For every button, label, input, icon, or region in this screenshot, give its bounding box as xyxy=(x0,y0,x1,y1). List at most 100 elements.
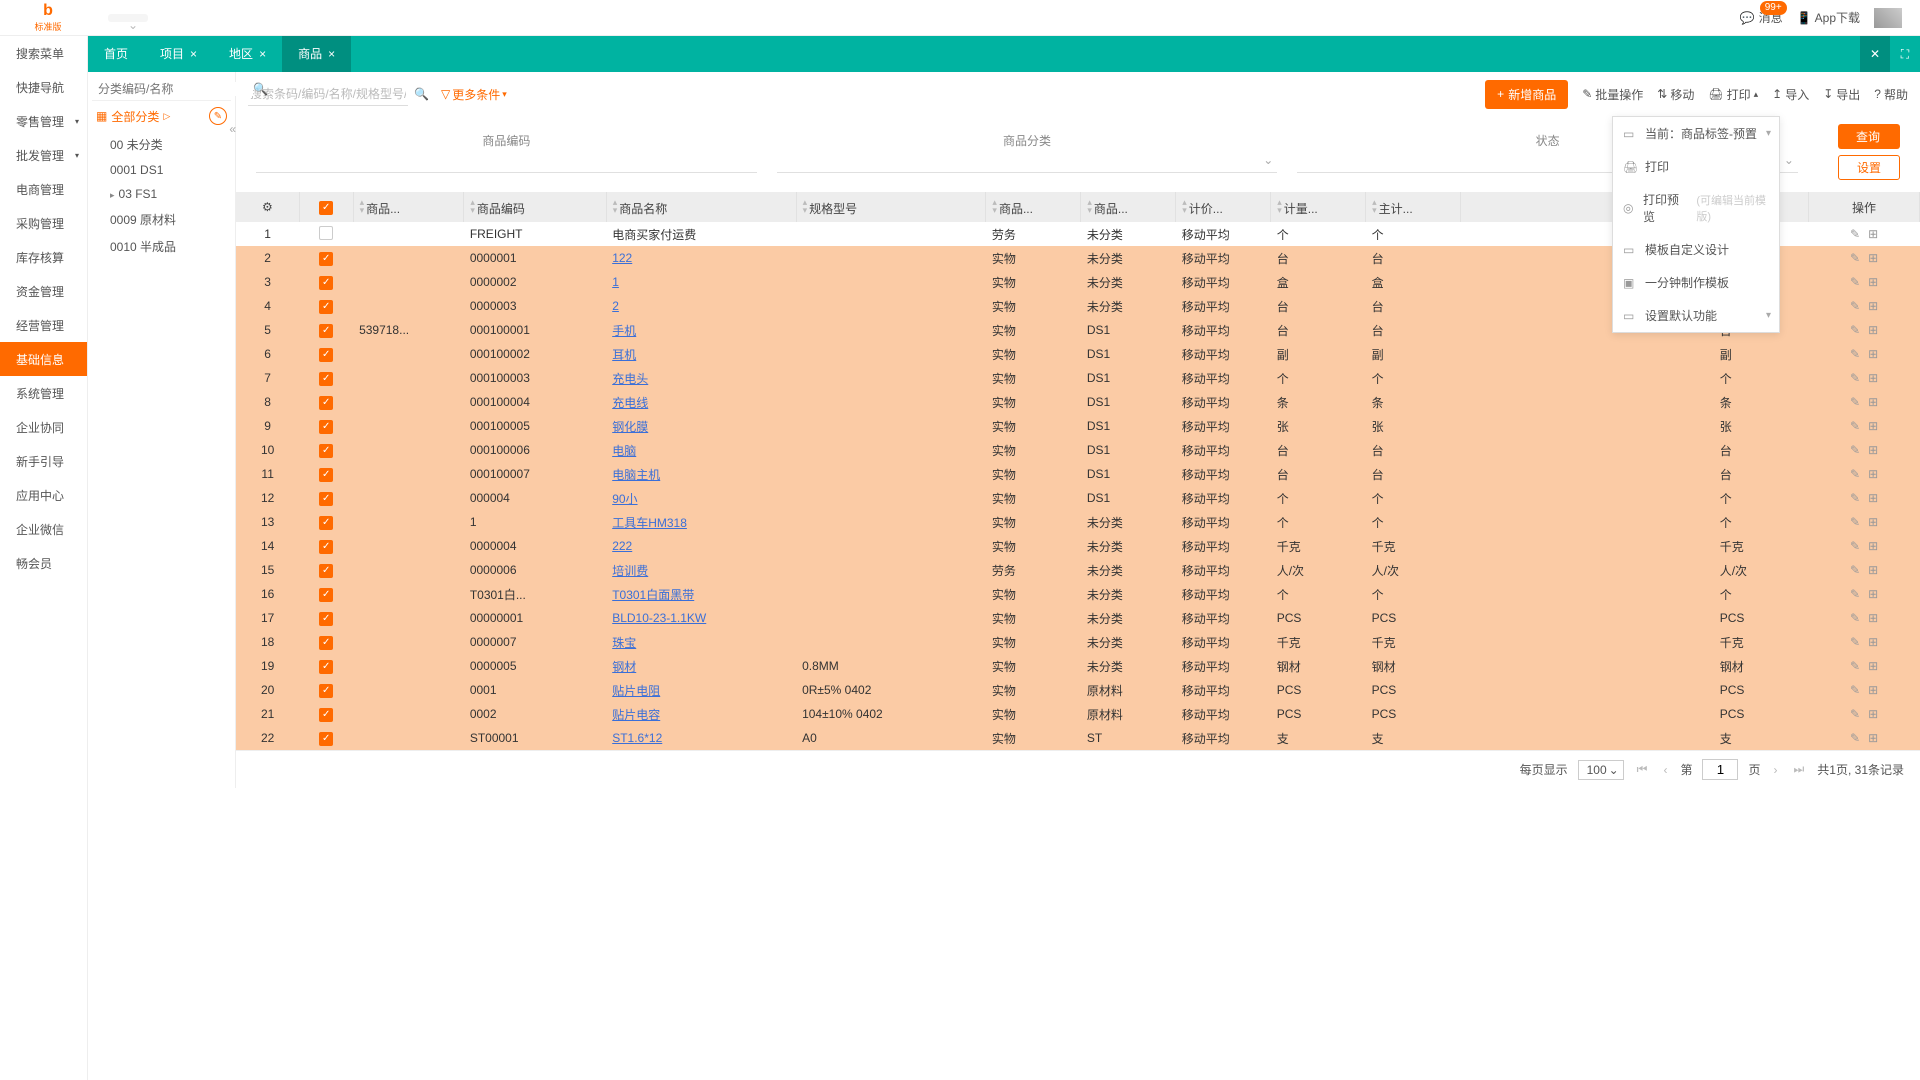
more-row-icon[interactable]: ⊞ xyxy=(1868,515,1878,529)
table-row[interactable]: 10✓000100006电脑实物DS1移动平均台台台✎⊞ xyxy=(236,438,1920,462)
edit-row-icon[interactable]: ✎ xyxy=(1850,659,1860,673)
close-icon[interactable]: × xyxy=(259,36,266,72)
more-filters-link[interactable]: ▽ 更多条件 ▾ xyxy=(441,86,507,103)
tab[interactable]: 商品× xyxy=(282,36,351,72)
more-row-icon[interactable]: ⊞ xyxy=(1868,563,1878,577)
product-name-link[interactable]: 珠宝 xyxy=(612,636,636,650)
row-checkbox[interactable]: ✓ xyxy=(319,636,333,650)
product-name-link[interactable]: 钢材 xyxy=(612,660,636,674)
row-checkbox[interactable]: ✓ xyxy=(319,684,333,698)
print-button[interactable]: 🖨打印▴ xyxy=(1708,86,1758,103)
category-item[interactable]: 0010 半成品 xyxy=(92,233,231,260)
edit-row-icon[interactable]: ✎ xyxy=(1850,491,1860,505)
column-header[interactable]: ▴▾商品... xyxy=(986,192,1081,222)
product-name-link[interactable]: 90小 xyxy=(612,492,637,506)
print-set-default[interactable]: ▭设置默认功能▾ xyxy=(1613,299,1779,332)
row-checkbox[interactable]: ✓ xyxy=(319,252,333,266)
tab[interactable]: 地区× xyxy=(213,36,282,72)
column-header[interactable]: ▴▾商品编码 xyxy=(464,192,606,222)
table-row[interactable]: 13✓1工具车HM318实物未分类移动平均个个个✎⊞ xyxy=(236,510,1920,534)
prev-page-button[interactable]: ‹ xyxy=(1660,763,1670,777)
column-header[interactable]: ▴▾商品... xyxy=(353,192,464,222)
print-preview[interactable]: ◎打印预览(可编辑当前模版) xyxy=(1613,183,1779,233)
product-name-link[interactable]: 电脑主机 xyxy=(612,468,660,482)
more-row-icon[interactable]: ⊞ xyxy=(1868,443,1878,457)
product-name-link[interactable]: T0301白面黑带 xyxy=(612,588,694,602)
row-checkbox[interactable]: ✓ xyxy=(319,612,333,626)
row-checkbox[interactable]: ✓ xyxy=(319,564,333,578)
category-item[interactable]: 03 FS1 xyxy=(92,182,231,206)
sidebar-item[interactable]: 搜索菜单 xyxy=(0,36,87,70)
table-row[interactable]: 7✓000100003充电头实物DS1移动平均个个个✎⊞ xyxy=(236,366,1920,390)
product-name-link[interactable]: 122 xyxy=(612,251,632,265)
company-selector[interactable] xyxy=(108,14,148,22)
next-page-button[interactable]: › xyxy=(1770,763,1780,777)
sidebar-item[interactable]: 企业微信 xyxy=(0,512,87,546)
print-template-custom[interactable]: ▭模板自定义设计 xyxy=(1613,233,1779,266)
product-name-link[interactable]: 贴片电容 xyxy=(612,708,660,722)
tab[interactable]: 项目× xyxy=(144,36,213,72)
product-name-link[interactable]: 充电线 xyxy=(612,396,648,410)
close-icon[interactable]: × xyxy=(328,36,335,72)
column-header[interactable]: ✓ xyxy=(299,192,353,222)
more-row-icon[interactable]: ⊞ xyxy=(1868,299,1878,313)
column-header[interactable]: ▴▾规格型号 xyxy=(796,192,986,222)
sidebar-item[interactable]: 应用中心 xyxy=(0,478,87,512)
export-button[interactable]: ↧导出 xyxy=(1823,86,1860,103)
first-page-button[interactable]: ⏮ xyxy=(1634,762,1651,777)
edit-row-icon[interactable]: ✎ xyxy=(1850,731,1860,745)
print-action[interactable]: 🖨打印 xyxy=(1613,150,1779,183)
sidebar-item[interactable]: 批发管理▾ xyxy=(0,138,87,172)
sidebar-item[interactable]: 经营管理 xyxy=(0,308,87,342)
more-row-icon[interactable]: ⊞ xyxy=(1868,587,1878,601)
edit-row-icon[interactable]: ✎ xyxy=(1850,419,1860,433)
row-checkbox[interactable]: ✓ xyxy=(319,276,333,290)
row-checkbox[interactable]: ✓ xyxy=(319,396,333,410)
edit-row-icon[interactable]: ✎ xyxy=(1850,395,1860,409)
sidebar-item[interactable]: 企业协同 xyxy=(0,410,87,444)
messages-link[interactable]: 💬 消息 99+ xyxy=(1740,9,1783,26)
product-name-link[interactable]: 2 xyxy=(612,299,619,313)
page-input[interactable] xyxy=(1702,759,1738,780)
print-current[interactable]: ▭ 当前：商品标签-预置 ▾ xyxy=(1613,117,1779,150)
category-item[interactable]: 00 未分类 xyxy=(92,131,231,158)
column-header[interactable]: ⚙ xyxy=(236,192,299,222)
row-checkbox[interactable]: ✓ xyxy=(319,300,333,314)
row-checkbox[interactable]: ✓ xyxy=(319,492,333,506)
close-icon[interactable]: × xyxy=(190,36,197,72)
more-row-icon[interactable]: ⊞ xyxy=(1868,395,1878,409)
fullscreen-icon[interactable]: ⛶ xyxy=(1890,36,1920,72)
search-input[interactable] xyxy=(248,83,408,106)
more-row-icon[interactable]: ⊞ xyxy=(1868,323,1878,337)
filter-product-category[interactable]: 商品分类 ⌄ xyxy=(777,132,1278,173)
column-header[interactable]: ▴▾计量... xyxy=(1271,192,1366,222)
sidebar-item[interactable]: 零售管理▾ xyxy=(0,104,87,138)
checkbox-all[interactable]: ✓ xyxy=(319,201,333,215)
edit-row-icon[interactable]: ✎ xyxy=(1850,323,1860,337)
product-name-link[interactable]: 工具车HM318 xyxy=(612,516,687,530)
avatar[interactable] xyxy=(1874,8,1902,28)
table-row[interactable]: 14✓0000004222实物未分类移动平均千克千克千克✎⊞ xyxy=(236,534,1920,558)
product-name-link[interactable]: ST1.6*12 xyxy=(612,731,662,745)
product-name-link[interactable]: 贴片电阻 xyxy=(612,684,660,698)
table-row[interactable]: 20✓0001贴片电阻0R±5% 0402实物原材料移动平均PCSPCSPCS✎… xyxy=(236,678,1920,702)
move-button[interactable]: ⇅移动 xyxy=(1657,86,1694,103)
table-row[interactable]: 17✓00000001BLD10-23-1.1KW实物未分类移动平均PCSPCS… xyxy=(236,606,1920,630)
category-item[interactable]: 0001 DS1 xyxy=(92,158,231,182)
table-row[interactable]: 22✓ST00001ST1.6*12A0实物ST移动平均支支支✎⊞ xyxy=(236,726,1920,750)
column-header[interactable]: ▴▾主计... xyxy=(1366,192,1461,222)
row-checkbox[interactable]: ✓ xyxy=(319,708,333,722)
filter-product-code[interactable]: 商品编码 xyxy=(256,132,757,173)
product-name-link[interactable]: BLD10-23-1.1KW xyxy=(612,611,706,625)
edit-row-icon[interactable]: ✎ xyxy=(1850,251,1860,265)
sidebar-item[interactable]: 电商管理 xyxy=(0,172,87,206)
collapse-icon[interactable]: « xyxy=(229,122,236,136)
column-header[interactable]: 操作 xyxy=(1809,192,1920,222)
edit-row-icon[interactable]: ✎ xyxy=(1850,635,1860,649)
more-row-icon[interactable]: ⊞ xyxy=(1868,659,1878,673)
tab[interactable]: 首页 xyxy=(88,36,144,72)
batch-button[interactable]: ✎批量操作 xyxy=(1582,86,1643,103)
product-name-link[interactable]: 电脑 xyxy=(612,444,636,458)
product-name-link[interactable]: 耳机 xyxy=(612,348,636,362)
row-checkbox[interactable]: ✓ xyxy=(319,732,333,746)
